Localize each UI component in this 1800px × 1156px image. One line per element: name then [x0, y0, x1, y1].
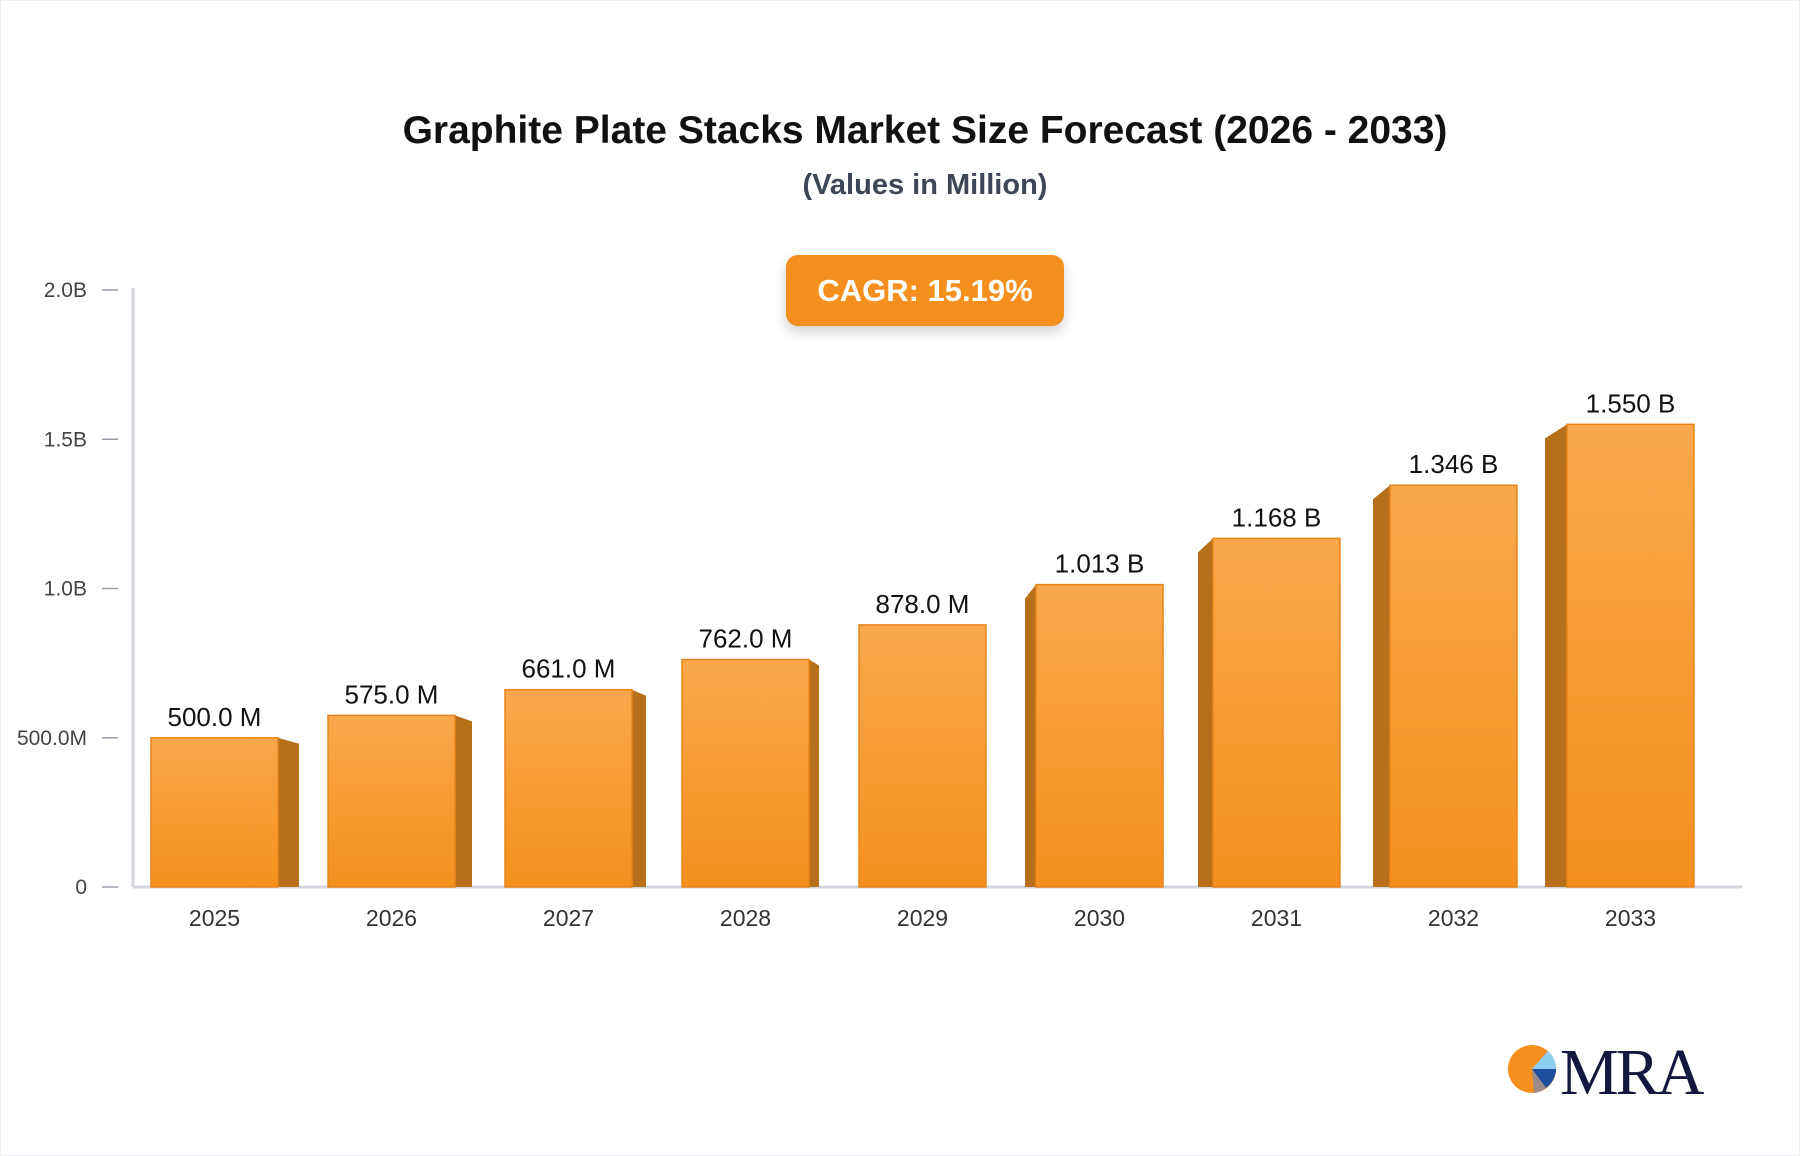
bar-side: [1198, 538, 1213, 887]
data-label: 575.0 M: [345, 679, 439, 709]
logo-text: MRA: [1560, 1036, 1704, 1109]
bar-side: [809, 659, 819, 887]
x-tick-label: 2031: [1251, 905, 1302, 931]
bar: [1212, 537, 1341, 888]
data-label: 1.550 B: [1586, 388, 1676, 418]
data-label: 1.013 B: [1055, 549, 1145, 579]
bar: [858, 624, 987, 888]
chart-title: Graphite Plate Stacks Market Size Foreca…: [402, 109, 1448, 152]
data-label: 661.0 M: [522, 654, 616, 684]
bar-side: [1373, 485, 1390, 887]
bar-side: [455, 715, 472, 887]
y-tick-label: 0: [75, 876, 87, 899]
bar: [150, 737, 279, 888]
y-tick-label: 500.0M: [17, 727, 87, 750]
data-label: 1.346 B: [1409, 449, 1499, 479]
x-tick-label: 2029: [897, 905, 948, 931]
x-tick-label: 2033: [1605, 905, 1656, 931]
x-tick-label: 2027: [543, 905, 594, 931]
bar-side: [278, 737, 299, 887]
bar-side: [1545, 424, 1567, 887]
y-tick-label: 1.5B: [44, 428, 87, 451]
mra-logo: MRA: [1506, 1036, 1706, 1109]
x-tick-label: 2028: [720, 905, 771, 931]
bar: [504, 688, 633, 888]
x-tick-label: 2032: [1428, 905, 1479, 931]
bar: [681, 658, 810, 888]
bar-side: [1025, 584, 1036, 887]
y-tick-label: 2.0B: [44, 279, 87, 302]
bar-side: [632, 689, 646, 887]
data-label: 500.0 M: [168, 702, 262, 732]
x-tick-label: 2030: [1074, 905, 1125, 931]
x-tick-label: 2026: [366, 905, 417, 931]
data-label: 762.0 M: [699, 624, 793, 654]
y-tick-label: 1.0B: [44, 578, 87, 601]
x-tick-label: 2025: [189, 905, 240, 931]
bar: [1389, 484, 1518, 888]
bar: [1566, 423, 1695, 888]
pie-logo-icon: [1508, 1045, 1557, 1093]
cagr-badge: CAGR: 15.19%: [786, 255, 1064, 326]
data-label: 1.168 B: [1232, 502, 1322, 532]
chart-subtitle: (Values in Million): [802, 169, 1048, 201]
data-label: 878.0 M: [876, 589, 970, 619]
bar: [327, 714, 456, 888]
bar: [1035, 583, 1164, 888]
